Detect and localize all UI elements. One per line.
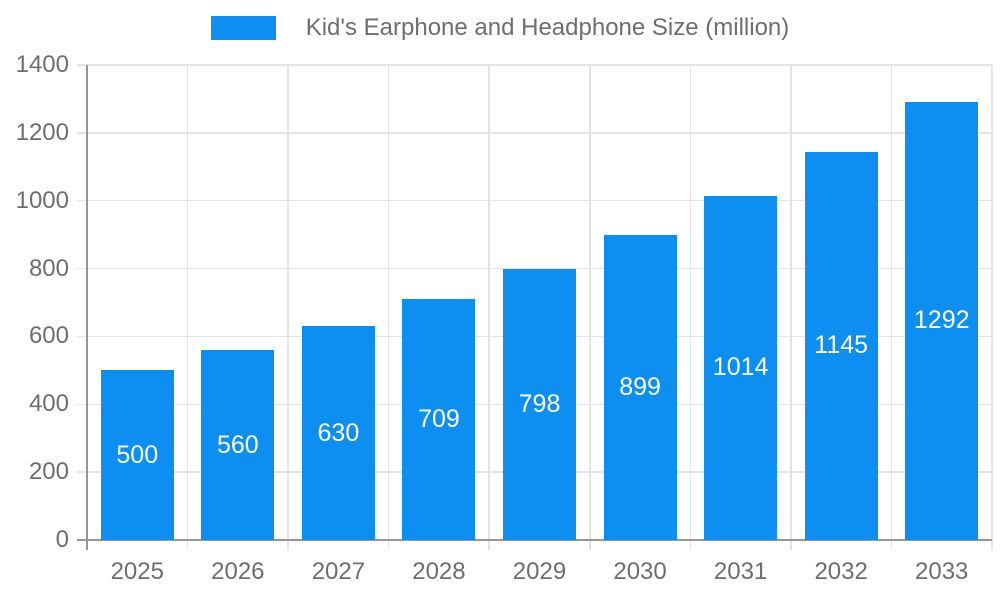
legend-color-swatch[interactable] [210, 16, 276, 40]
x-gridline [387, 65, 390, 550]
y-axis-tick-label: 800 [28, 254, 69, 282]
x-axis-tick-label: 2027 [311, 558, 366, 585]
legend-label[interactable]: Kid's Earphone and Headphone Size (milli… [305, 14, 790, 41]
x-axis-tick-label: 2029 [512, 558, 567, 585]
bar-value-label: 899 [619, 372, 661, 401]
bar-value-label: 1292 [913, 306, 970, 335]
y-axis-tick-label: 200 [28, 458, 69, 486]
bar-2026[interactable]: 560 [201, 350, 275, 540]
x-gridline [689, 65, 692, 550]
x-axis-tick-label: 2028 [412, 558, 466, 585]
bar-value-label: 560 [216, 430, 259, 459]
x-axis-tick-label: 2026 [211, 558, 265, 585]
bar-2030[interactable]: 899 [603, 234, 677, 540]
x-gridline [589, 65, 591, 550]
x-gridline [991, 65, 993, 550]
y-axis-tick-label: 600 [28, 322, 69, 350]
bar-value-label: 798 [518, 390, 561, 419]
x-axis-tick-label: 2033 [915, 558, 969, 585]
bar-2025[interactable]: 500 [100, 370, 174, 540]
x-axis-tick-label: 2031 [713, 558, 768, 585]
x-gridline [287, 65, 289, 550]
bar-2031[interactable]: 1014 [704, 195, 778, 540]
x-axis-tick-label: 2032 [814, 558, 868, 585]
x-gridline [890, 65, 893, 550]
bar-value-label: 500 [116, 440, 159, 469]
y-gridline [77, 132, 992, 134]
x-axis-tick-label: 2025 [110, 558, 164, 585]
bar-2028[interactable]: 709 [402, 299, 476, 540]
y-gridline [77, 64, 992, 66]
y-axis-tick-label: 1400 [15, 51, 69, 78]
y-gridline [77, 267, 992, 270]
y-axis-line [86, 65, 88, 550]
x-gridline [186, 65, 189, 550]
bar-2032[interactable]: 1145 [804, 151, 878, 540]
y-axis-tick-label: 0 [55, 526, 69, 553]
bar-value-label: 709 [418, 405, 460, 434]
x-axis-line [77, 539, 992, 541]
x-gridline [488, 65, 490, 550]
bar-2029[interactable]: 798 [503, 269, 576, 540]
x-gridline [790, 65, 792, 550]
y-axis-tick-label: 1000 [15, 186, 69, 214]
bar-2033[interactable]: 1292 [905, 101, 979, 540]
bar-value-label: 630 [317, 418, 360, 447]
bar-value-label: 1145 [814, 331, 869, 360]
legend: Kid's Earphone and Headphone Size (milli… [0, 14, 1000, 42]
y-axis-tick-label: 400 [28, 390, 69, 418]
bar-value-label: 1014 [712, 353, 769, 382]
y-gridline [77, 199, 992, 202]
y-axis-tick-label: 1200 [15, 118, 69, 146]
bar-2027[interactable]: 630 [301, 326, 375, 540]
x-axis-tick-label: 2030 [613, 558, 667, 585]
